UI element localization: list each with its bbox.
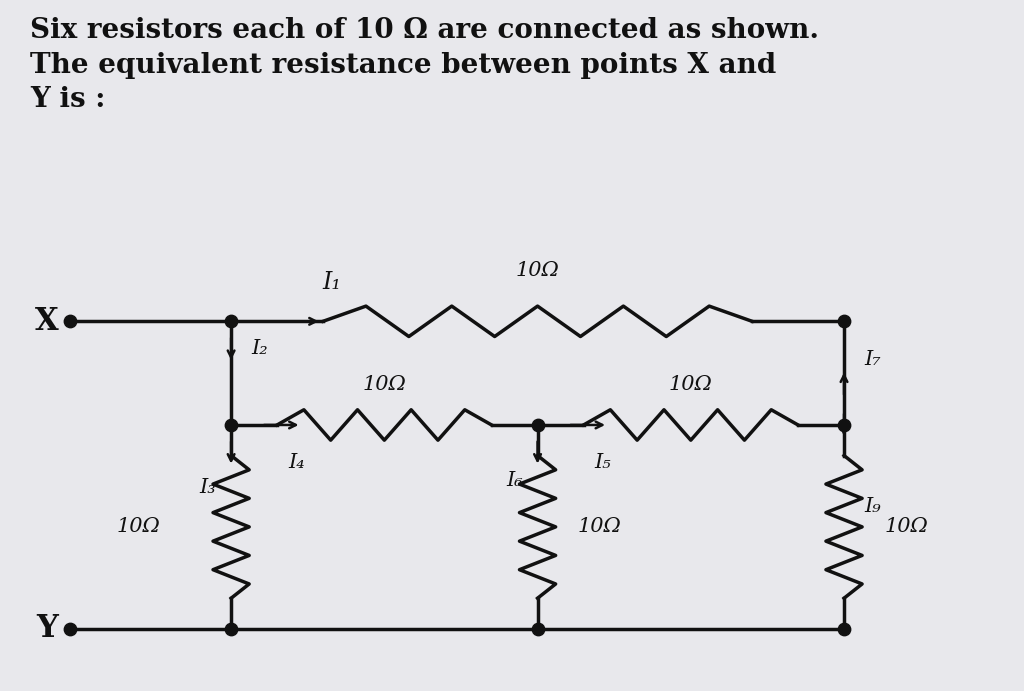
Text: I₉: I₉ — [864, 497, 881, 515]
Point — [836, 316, 852, 327]
Text: Y is :: Y is : — [30, 86, 105, 113]
Point — [529, 623, 546, 634]
Point — [836, 623, 852, 634]
Text: X: X — [35, 306, 58, 337]
Text: 10Ω: 10Ω — [362, 375, 407, 394]
Text: 10Ω: 10Ω — [669, 375, 713, 394]
Point — [836, 419, 852, 430]
Text: 10Ω: 10Ω — [516, 261, 559, 280]
Text: I₇: I₇ — [864, 350, 881, 369]
Text: 10Ω: 10Ω — [117, 518, 161, 536]
Text: I₃: I₃ — [200, 477, 216, 497]
Text: 10Ω: 10Ω — [884, 518, 928, 536]
Text: I₄: I₄ — [288, 453, 305, 471]
Text: I₂: I₂ — [251, 339, 268, 359]
Point — [223, 419, 240, 430]
Point — [62, 316, 79, 327]
Text: I₅: I₅ — [595, 453, 611, 471]
Text: 10Ω: 10Ω — [578, 518, 622, 536]
Point — [62, 623, 79, 634]
Point — [223, 623, 240, 634]
Text: Six resistors each of 10 Ω are connected as shown.: Six resistors each of 10 Ω are connected… — [30, 17, 819, 44]
Text: The equivalent resistance between points X and: The equivalent resistance between points… — [30, 52, 776, 79]
Point — [223, 316, 240, 327]
Point — [529, 419, 546, 430]
Text: I₁: I₁ — [323, 271, 341, 294]
Text: Y: Y — [37, 614, 58, 644]
Text: I₆: I₆ — [506, 471, 522, 490]
